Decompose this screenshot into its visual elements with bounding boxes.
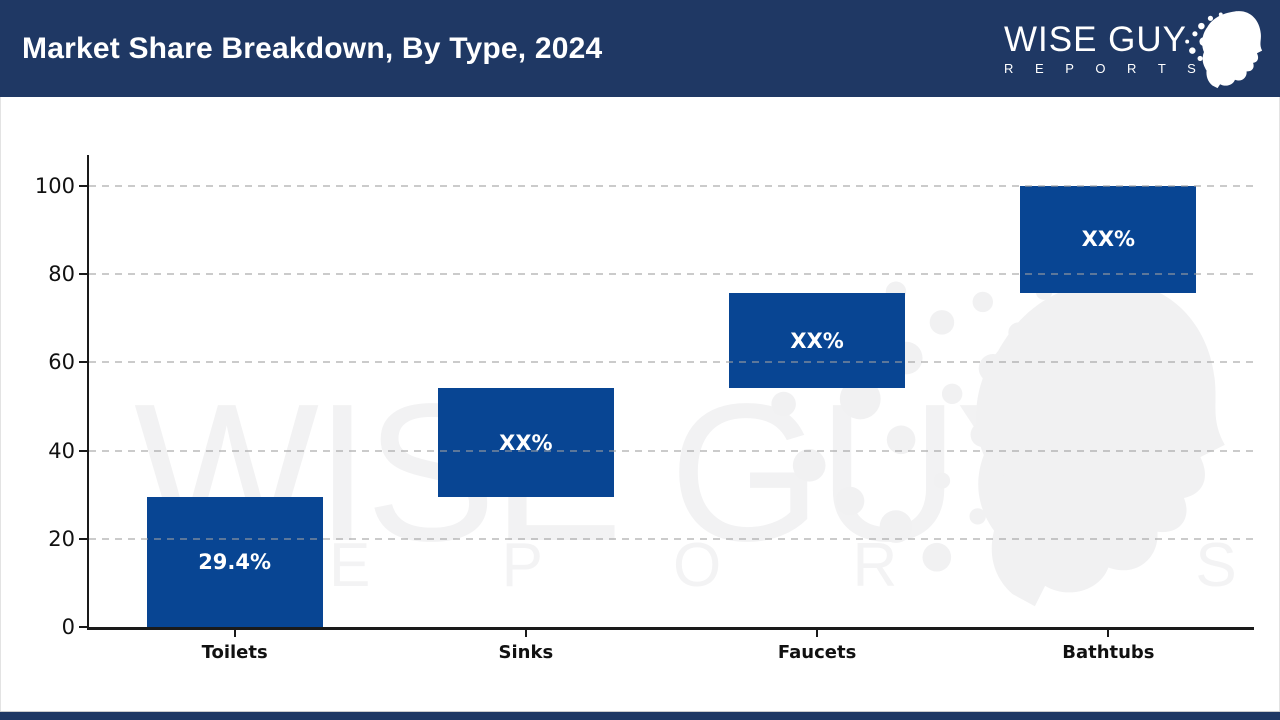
plot-area: 0 20 40 60 80 100 29.4% Toilets XX% Sinks XX% Fauce… — [35, 155, 1254, 663]
wise-guy-logo: WISE GUY R E P O R T S — [1004, 6, 1266, 94]
gridline — [89, 537, 1254, 540]
y-tick-label: 20 — [48, 526, 75, 551]
y-axis-line — [87, 155, 89, 629]
bar-value-label: 29.4% — [198, 550, 272, 575]
y-tick-mark — [79, 537, 87, 540]
y-tick-mark — [79, 626, 87, 628]
logo-text: WISE GUY R E P O R T S — [1004, 20, 1205, 77]
gridline — [89, 449, 1254, 452]
x-tick-mark — [1107, 630, 1110, 637]
footer-bar — [0, 711, 1280, 720]
bar-segment: 29.4% — [146, 497, 323, 627]
y-tick-label: 80 — [48, 262, 75, 287]
y-tick-mark — [79, 449, 87, 452]
bar-segment: XX% — [1020, 185, 1197, 294]
bar-value-label: XX% — [790, 328, 844, 353]
logo-face-icon — [1185, 11, 1263, 89]
gridline — [89, 361, 1254, 364]
bar-segment: XX% — [437, 388, 614, 498]
x-tick-mark — [524, 630, 527, 637]
gridline — [89, 273, 1254, 276]
bar-value-label: XX% — [1081, 227, 1136, 252]
y-tick-label: 100 — [34, 173, 75, 198]
logo-wordmark: WISE GUY — [1004, 20, 1188, 59]
y-tick-label: 0 — [61, 615, 75, 639]
y-tick-mark — [79, 273, 87, 276]
x-tick-label: Faucets — [777, 642, 857, 663]
y-tick-mark — [79, 184, 87, 187]
bar-segment: XX% — [729, 293, 906, 389]
x-tick-mark — [233, 630, 236, 637]
header-bar: Market Share Breakdown, By Type, 2024 WI… — [0, 0, 1280, 97]
y-tick-mark — [79, 361, 87, 364]
x-tick-label: Toilets — [201, 642, 268, 663]
x-tick-label: Sinks — [498, 642, 554, 663]
y-tick-label: 40 — [48, 438, 75, 463]
chart-canvas: WISE GUY R E P O R T S 0 20 40 60 80 100 29.4%… — [0, 97, 1280, 712]
y-tick-label: 60 — [48, 350, 75, 375]
gridline — [89, 184, 1254, 187]
x-tick-label: Bathtubs — [1062, 642, 1155, 663]
x-tick-mark — [816, 630, 819, 637]
logo-subtitle: R E P O R T S — [1004, 61, 1205, 76]
x-axis-line — [87, 627, 1254, 630]
page-title: Market Share Breakdown, By Type, 2024 — [22, 31, 603, 65]
bar-value-label: XX% — [499, 430, 553, 455]
